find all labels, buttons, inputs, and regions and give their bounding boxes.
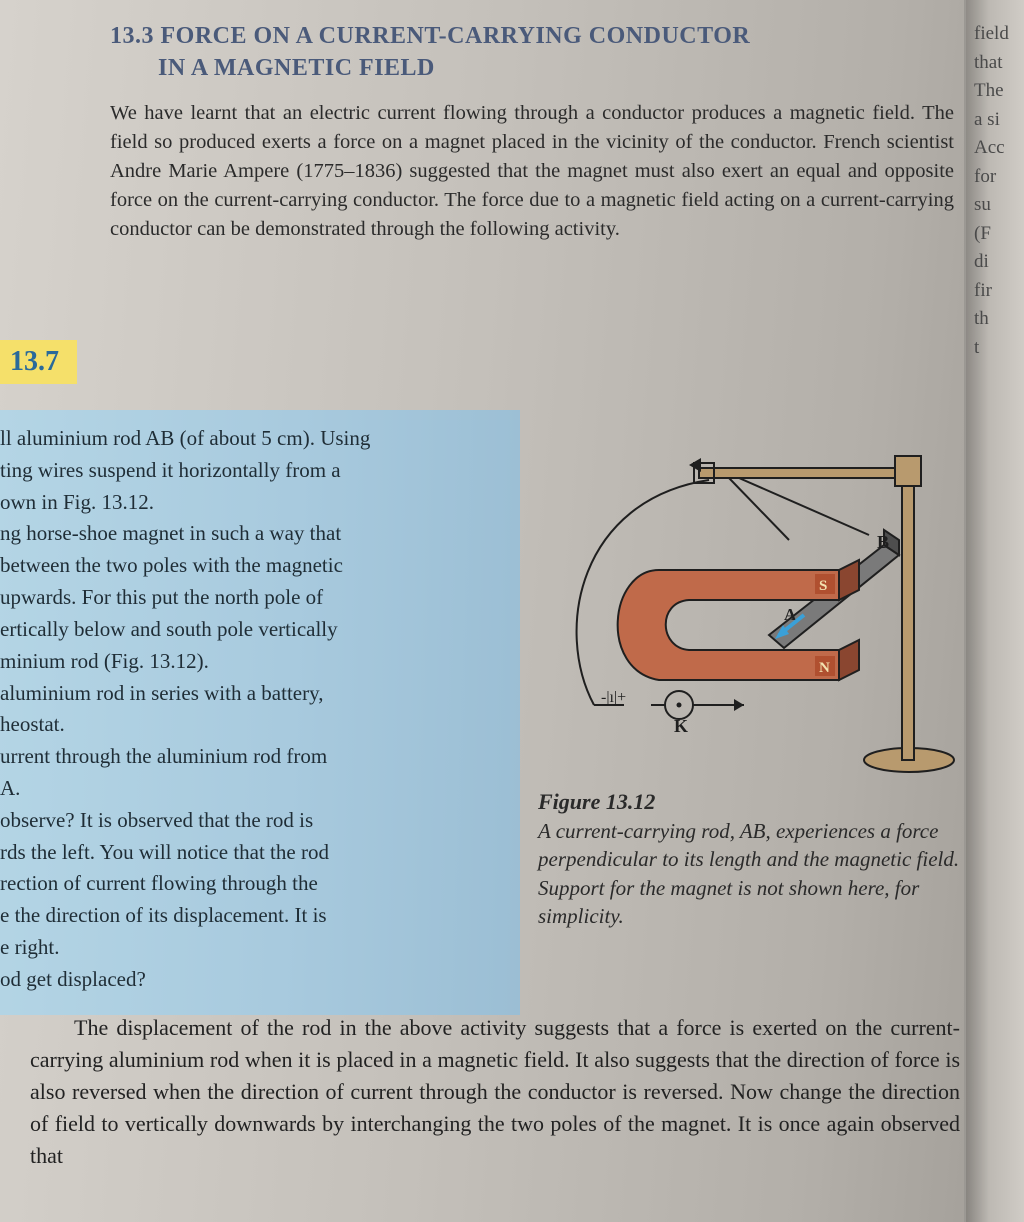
activity-line: od get displaced? (0, 965, 504, 995)
activity-line: between the two poles with the magnetic (0, 551, 504, 581)
adjacent-page-strip: field that The a si Acc for su (F di fir… (964, 0, 1024, 1222)
activity-line: heostat. (0, 710, 504, 740)
activity-line: e right. (0, 933, 504, 963)
label-s: S (819, 578, 827, 594)
activity-line: aluminium rod in series with a battery, (0, 679, 504, 709)
activity-line: e the direction of its displacement. It … (0, 901, 504, 931)
label-k: K (674, 716, 688, 736)
margin-frag: Acc (974, 134, 1020, 163)
wire-susp-b-icon (739, 478, 869, 535)
conclusion-paragraph: The displacement of the rod in the above… (30, 1012, 960, 1173)
margin-frag: t (974, 334, 1020, 363)
activity-line: upwards. For this put the north pole of (0, 583, 504, 613)
activity-line: rection of current flowing through the (0, 869, 504, 899)
activity-badge: 13.7 (0, 340, 77, 384)
clamp-arm-icon (699, 468, 919, 478)
margin-frag: field (974, 20, 1020, 49)
figure-diagram: B A S N -|ı|+ (538, 420, 960, 780)
margin-frag: for (974, 163, 1020, 192)
activity-line: minium rod (Fig. 13.12). (0, 647, 504, 677)
activity-line: ll aluminium rod AB (of about 5 cm). Usi… (0, 424, 504, 454)
activity-line: ting wires suspend it horizontally from … (0, 456, 504, 486)
figure-label: Figure 13.12 (538, 789, 960, 815)
key-dot-icon (677, 703, 682, 708)
margin-frag: The (974, 77, 1020, 106)
figure-column: B A S N -|ı|+ (538, 410, 960, 1015)
label-n: N (819, 660, 830, 676)
activity-line: ng horse-shoe magnet in such a way that (0, 519, 504, 549)
heading-line1: 13.3 FORCE ON A CURRENT-CARRYING CONDUCT… (110, 23, 750, 49)
margin-frag: that (974, 49, 1020, 78)
clamp-boss-icon (895, 456, 921, 486)
battery-symbol: -|ı|+ (601, 689, 626, 706)
figure-caption: A current-carrying rod, AB, experiences … (538, 817, 960, 930)
activity-line: own in Fig. 13.12. (0, 488, 504, 518)
margin-frag: di (974, 248, 1020, 277)
margin-frag: a si (974, 106, 1020, 135)
activity-line: observe? It is observed that the rod is (0, 806, 504, 836)
intro-paragraph: We have learnt that an electric current … (110, 99, 954, 245)
activity-figure-row: ll aluminium rod AB (of about 5 cm). Usi… (0, 410, 960, 1015)
activity-panel: ll aluminium rod AB (of about 5 cm). Usi… (0, 410, 520, 1015)
activity-line: A. (0, 774, 504, 804)
margin-frag: fir (974, 277, 1020, 306)
activity-line: urrent through the aluminium rod from (0, 742, 504, 772)
margin-frag: su (974, 191, 1020, 220)
section-heading: 13.3 FORCE ON A CURRENT-CARRYING CONDUCT… (110, 20, 954, 85)
activity-line: rds the left. You will notice that the r… (0, 838, 504, 868)
margin-frag: th (974, 305, 1020, 334)
margin-frag: (F (974, 220, 1020, 249)
label-b: B (877, 532, 889, 552)
current-arrowhead-icon (734, 699, 744, 711)
textbook-page: field that The a si Acc for su (F di fir… (0, 0, 1024, 1222)
activity-line: ertically below and south pole verticall… (0, 615, 504, 645)
stand-pole-icon (902, 460, 914, 760)
heading-line2: IN A MAGNETIC FIELD (158, 52, 954, 84)
